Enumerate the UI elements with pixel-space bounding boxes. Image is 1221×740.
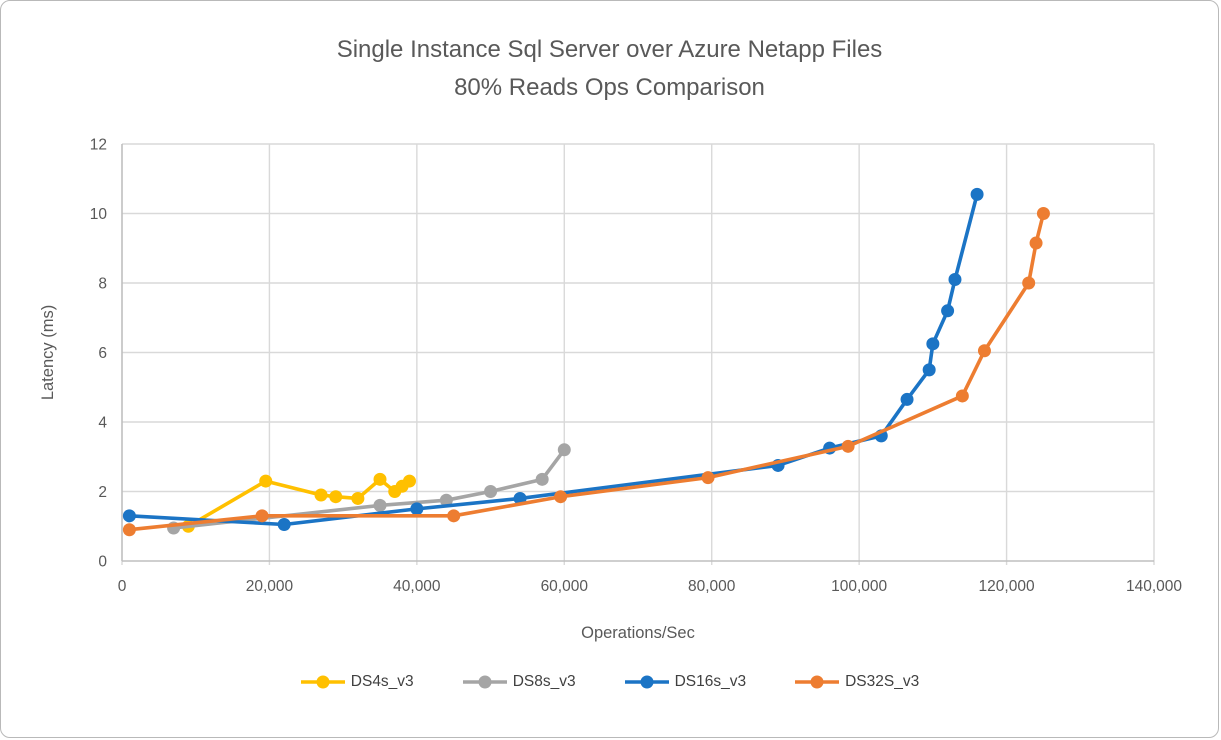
data-point-DS8s_v3 (557, 443, 571, 457)
data-point-DS4s_v3 (351, 491, 365, 505)
y-tick-label: 4 (98, 415, 107, 432)
data-point-DS32S_v3 (1029, 236, 1043, 250)
legend-label: DS8s_v3 (512, 673, 576, 690)
chart-title-line2: 80% Reads Ops Comparison (454, 74, 765, 101)
legend-item-DS16s_v3: DS16s_v3 (624, 673, 747, 691)
y-tick-label: 12 (90, 137, 107, 154)
x-tick-label: 140,000 (1126, 578, 1182, 595)
y-tick-label: 2 (98, 484, 107, 501)
data-point-DS16s_v3 (277, 518, 291, 532)
chart-legend: DS4s_v3 DS8s_v3 DS16s_v3 DS32S_v3 (1, 673, 1218, 691)
data-point-DS4s_v3 (259, 474, 273, 488)
data-point-DS16s_v3 (926, 337, 940, 351)
data-point-DS16s_v3 (970, 187, 984, 201)
data-point-DS4s_v3 (402, 474, 416, 488)
legend-marker-icon (462, 675, 507, 689)
data-point-DS8s_v3 (484, 485, 498, 498)
data-point-DS32S_v3 (554, 490, 568, 504)
legend-item-DS8s_v3: DS8s_v3 (462, 673, 576, 691)
x-axis-title: Operations/Sec (581, 624, 695, 642)
legend-label: DS4s_v3 (350, 673, 414, 690)
y-tick-label: 0 (98, 554, 107, 571)
chart-title: Single Instance Sql Server over Azure Ne… (1, 31, 1218, 107)
data-point-DS16s_v3 (941, 304, 955, 318)
data-point-DS32S_v3 (841, 439, 855, 453)
legend-label: DS32S_v3 (845, 673, 920, 690)
data-point-DS16s_v3 (410, 502, 424, 516)
data-point-DS32S_v3 (255, 509, 269, 523)
data-point-DS32S_v3 (977, 344, 991, 358)
x-tick-label: 0 (118, 578, 127, 595)
data-point-DS32S_v3 (1022, 276, 1036, 290)
data-point-DS8s_v3 (535, 472, 549, 486)
data-point-DS32S_v3 (955, 389, 969, 403)
data-point-DS32S_v3 (1036, 207, 1050, 220)
data-point-DS16s_v3 (948, 273, 962, 287)
data-point-DS32S_v3 (447, 509, 461, 523)
y-tick-label: 10 (90, 206, 108, 223)
data-point-DS4s_v3 (373, 472, 387, 486)
legend-marker-icon (795, 675, 840, 689)
data-point-DS16s_v3 (900, 392, 914, 406)
x-tick-label: 20,000 (246, 578, 294, 595)
x-tick-label: 120,000 (979, 578, 1035, 595)
line-chart-plot: 0 2 4 6 8 10 12 0 20,000 40,000 60,000 80,000 100,00… (39, 137, 1182, 643)
data-point-DS16s_v3 (122, 509, 136, 523)
series-line-DS16s_v3 (127, 192, 979, 527)
x-tick-label: 100,000 (831, 578, 887, 595)
data-point-DS16s_v3 (922, 363, 936, 377)
data-point-DS8s_v3 (373, 498, 387, 512)
data-point-DS8s_v3 (439, 493, 453, 507)
data-point-DS4s_v3 (329, 490, 343, 504)
data-point-DS4s_v3 (314, 488, 328, 502)
y-tick-label: 6 (98, 345, 107, 362)
legend-marker-icon (300, 675, 345, 689)
data-point-DS32S_v3 (701, 471, 715, 485)
y-axis-title: Latency (ms) (39, 305, 57, 400)
chart-title-line1: Single Instance Sql Server over Azure Ne… (336, 36, 883, 63)
x-tick-label: 60,000 (541, 578, 589, 595)
legend-marker-icon (624, 675, 669, 689)
x-tick-label: 40,000 (393, 578, 441, 595)
legend-item-DS4s_v3: DS4s_v3 (300, 673, 414, 691)
legend-item-DS32S_v3: DS32S_v3 (794, 673, 919, 691)
legend-label: DS16s_v3 (674, 673, 747, 690)
y-tick-label: 8 (98, 276, 107, 293)
x-tick-label: 80,000 (688, 578, 736, 595)
data-point-DS32S_v3 (122, 523, 136, 537)
